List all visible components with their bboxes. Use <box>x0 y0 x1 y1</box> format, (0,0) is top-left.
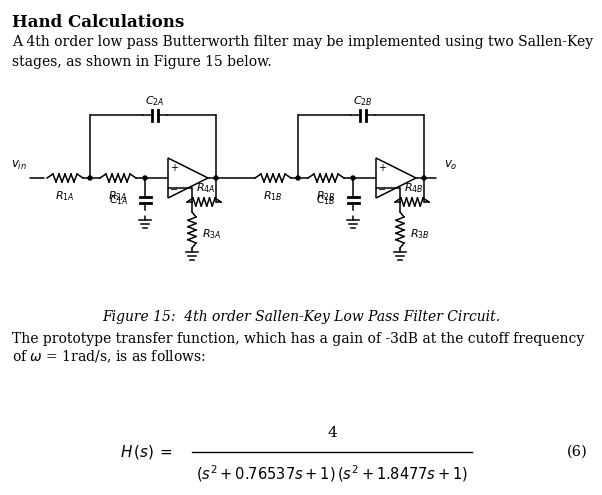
Text: of $\omega$ = 1rad/s, is as follows:: of $\omega$ = 1rad/s, is as follows: <box>12 349 206 365</box>
Text: $R_{4A}$: $R_{4A}$ <box>196 181 216 195</box>
Circle shape <box>422 176 426 180</box>
Circle shape <box>296 176 300 180</box>
Text: Figure 15:  4th order Sallen-Key Low Pass Filter Circuit.: Figure 15: 4th order Sallen-Key Low Pass… <box>102 310 500 324</box>
Text: $v_o$: $v_o$ <box>444 159 458 172</box>
Text: $-$: $-$ <box>377 183 386 193</box>
Text: $R_{2A}$: $R_{2A}$ <box>108 189 128 203</box>
Text: $v_{in}$: $v_{in}$ <box>11 159 27 172</box>
Circle shape <box>143 176 147 180</box>
Text: $R_{1B}$: $R_{1B}$ <box>263 189 283 203</box>
Circle shape <box>88 176 92 180</box>
Circle shape <box>351 176 355 180</box>
Text: $R_{4B}$: $R_{4B}$ <box>404 181 424 195</box>
Text: $R_{2B}$: $R_{2B}$ <box>316 189 336 203</box>
Text: $C_{1B}$: $C_{1B}$ <box>317 193 336 207</box>
Text: Hand Calculations: Hand Calculations <box>12 14 184 31</box>
Text: A 4th order low pass Butterworth filter may be implemented using two Sallen-Key
: A 4th order low pass Butterworth filter … <box>12 35 593 69</box>
Text: $C_{2A}$: $C_{2A}$ <box>145 94 165 108</box>
Text: $C_{2B}$: $C_{2B}$ <box>353 94 373 108</box>
Text: +: + <box>378 163 386 173</box>
Text: (6): (6) <box>567 445 588 459</box>
Text: $C_{1A}$: $C_{1A}$ <box>108 193 128 207</box>
Text: The prototype transfer function, which has a gain of -3dB at the cutoff frequenc: The prototype transfer function, which h… <box>12 332 585 346</box>
Text: $R_{3A}$: $R_{3A}$ <box>202 227 222 241</box>
Text: +: + <box>170 163 178 173</box>
Text: $-$: $-$ <box>169 183 179 193</box>
Text: $R_{1A}$: $R_{1A}$ <box>55 189 75 203</box>
Text: 4: 4 <box>327 426 337 440</box>
Text: $R_{3B}$: $R_{3B}$ <box>410 227 430 241</box>
Text: $H\,(s)\,=$: $H\,(s)\,=$ <box>120 443 172 461</box>
Circle shape <box>214 176 218 180</box>
Text: $(s^2 + 0.76537s + 1)\,(s^2 + 1.8477s + 1)$: $(s^2 + 0.76537s + 1)\,(s^2 + 1.8477s + … <box>196 463 468 484</box>
